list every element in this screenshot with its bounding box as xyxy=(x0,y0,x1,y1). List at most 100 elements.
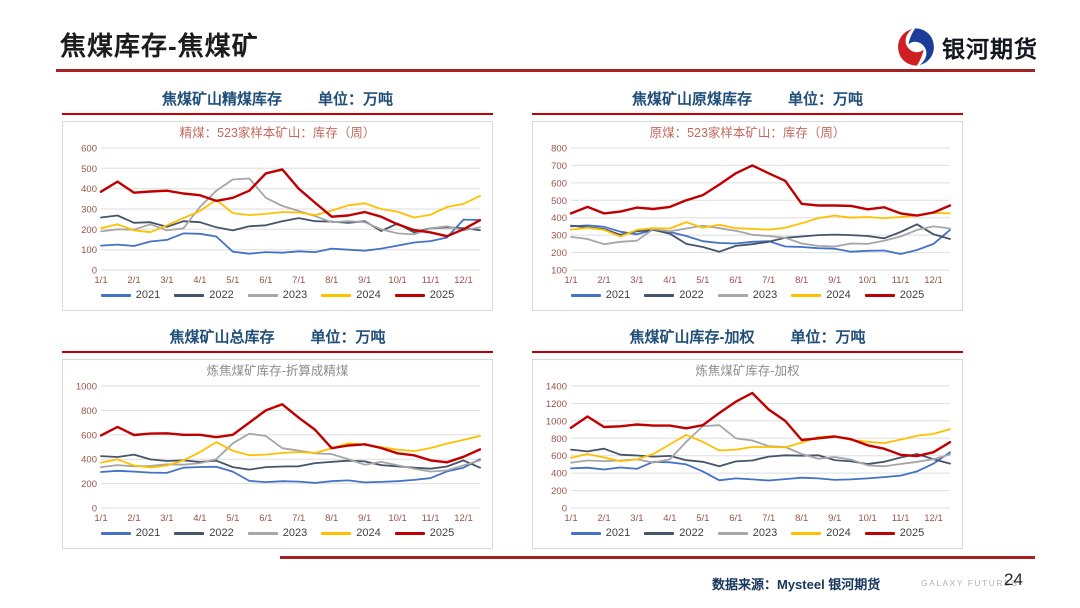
legend-label: 2022 xyxy=(679,527,704,539)
legend-item-2021: 2021 xyxy=(570,527,631,539)
svg-text:7/1: 7/1 xyxy=(292,275,305,286)
svg-text:200: 200 xyxy=(81,479,97,490)
svg-text:8/1: 8/1 xyxy=(795,275,808,286)
legend-swatch xyxy=(644,531,675,535)
svg-text:600: 600 xyxy=(551,451,567,462)
legend-swatch xyxy=(864,531,895,535)
legend-label: 2024 xyxy=(826,289,851,301)
svg-text:11/1: 11/1 xyxy=(422,275,440,286)
chart-panel: 炼焦煤矿库存-折算成精煤 0 200 400 600 800 1000 1/1 2/1 3/1 4… xyxy=(62,359,493,549)
svg-text:9/1: 9/1 xyxy=(358,513,371,524)
legend-label: 2025 xyxy=(899,527,925,539)
page-number: 24 xyxy=(1004,570,1023,589)
svg-text:2/1: 2/1 xyxy=(597,513,610,524)
svg-text:6/1: 6/1 xyxy=(729,513,742,524)
header-divider xyxy=(56,69,1035,72)
svg-text:1200: 1200 xyxy=(546,399,567,410)
logo-text: 银河期货 xyxy=(942,36,1038,62)
legend-item-2021: 2021 xyxy=(100,289,161,301)
svg-text:500: 500 xyxy=(81,164,97,175)
section-title-text: 焦煤矿山精煤库存 xyxy=(161,91,282,108)
svg-text:1400: 1400 xyxy=(546,382,567,393)
chart-section-weighted-inventory: 焦煤矿山库存-加权 单位：万吨 炼焦煤矿库存-加权 0 200 400 600 800 1… xyxy=(532,326,963,549)
legend-swatch xyxy=(570,531,601,535)
chart-section-title: 焦煤矿山总库存 单位：万吨 xyxy=(62,326,493,347)
chart-section-clean-coal: 焦煤矿山精煤库存 单位：万吨 精煤：523家样本矿山：库存（周） 0 100 200… xyxy=(62,88,493,311)
legend-item-2022: 2022 xyxy=(644,527,704,539)
svg-text:500: 500 xyxy=(551,196,567,207)
svg-text:5/1: 5/1 xyxy=(226,275,239,286)
svg-text:6/1: 6/1 xyxy=(259,275,272,286)
chart-inner-title: 精煤：523家样本矿山：库存（周） xyxy=(179,126,376,140)
svg-text:10/1: 10/1 xyxy=(858,275,877,286)
chart-section-title: 焦煤矿山精煤库存 单位：万吨 xyxy=(62,88,493,109)
svg-text:3/1: 3/1 xyxy=(160,275,173,286)
legend-item-2023: 2023 xyxy=(247,527,307,539)
legend-label: 2025 xyxy=(429,527,455,539)
svg-text:6/1: 6/1 xyxy=(729,275,742,286)
legend-label: 2025 xyxy=(899,289,925,301)
chart-inner-title: 炼焦煤矿库存-折算成精煤 xyxy=(206,364,349,378)
legend-item-2022: 2022 xyxy=(174,527,234,539)
svg-text:100: 100 xyxy=(551,266,567,277)
legend-swatch xyxy=(791,531,822,535)
legend-swatch xyxy=(570,293,601,297)
legend-label: 2021 xyxy=(605,527,631,539)
legend-item-2022: 2022 xyxy=(174,289,234,301)
legend-swatch xyxy=(247,293,278,297)
svg-text:4/1: 4/1 xyxy=(193,513,206,524)
legend-label: 2022 xyxy=(209,527,234,539)
legend-swatch xyxy=(321,531,352,535)
line-chart: 100 200 300 400 500 600 700 800 1/1 2/1 3/1 4/1 5/1 6… xyxy=(551,144,952,286)
chart-section-raw-coal: 焦煤矿山原煤库存 单位：万吨 原煤：523家样本矿山：库存（周） 100 200 3… xyxy=(532,88,963,311)
svg-text:200: 200 xyxy=(81,225,97,236)
data-source-text: 数据来源：Mysteel 银河期货 xyxy=(712,577,881,592)
legend-item-2024: 2024 xyxy=(321,289,381,301)
section-unit-label: 单位：万吨 xyxy=(790,329,866,346)
legend-swatch xyxy=(394,531,425,535)
legend-label: 2021 xyxy=(135,289,161,301)
chart-section-title: 焦煤矿山库存-加权 单位：万吨 xyxy=(532,326,963,347)
galaxy-swirl-icon xyxy=(898,28,934,66)
company-logo: 银河期货 xyxy=(897,28,1038,66)
svg-text:10/1: 10/1 xyxy=(858,513,877,524)
svg-text:0: 0 xyxy=(562,504,567,515)
svg-text:10/1: 10/1 xyxy=(388,275,407,286)
svg-text:0: 0 xyxy=(92,266,97,277)
chart-panel: 精煤：523家样本矿山：库存（周） 0 100 200 300 400 500 600 1/1… xyxy=(62,121,493,311)
section-underline xyxy=(62,351,493,353)
legend-label: 2024 xyxy=(826,527,851,539)
legend-swatch xyxy=(717,531,748,535)
svg-text:400: 400 xyxy=(551,469,567,480)
legend-swatch xyxy=(247,531,278,535)
svg-text:0: 0 xyxy=(92,504,97,515)
svg-text:4/1: 4/1 xyxy=(193,275,206,286)
chart-section-title: 焦煤矿山原煤库存 单位：万吨 xyxy=(532,88,963,109)
chart-legend: 2021 2022 2023 2024 2025 xyxy=(67,527,488,539)
svg-text:2/1: 2/1 xyxy=(127,275,140,286)
svg-text:1000: 1000 xyxy=(76,382,97,393)
legend-swatch xyxy=(717,293,748,297)
svg-text:12/1: 12/1 xyxy=(924,513,943,524)
svg-text:400: 400 xyxy=(81,455,97,466)
section-unit-label: 单位：万吨 xyxy=(788,91,864,108)
svg-text:4/1: 4/1 xyxy=(663,513,676,524)
legend-swatch xyxy=(321,293,352,297)
svg-text:3/1: 3/1 xyxy=(160,513,173,524)
svg-text:3/1: 3/1 xyxy=(630,513,643,524)
section-underline xyxy=(532,113,963,115)
svg-text:400: 400 xyxy=(551,213,567,224)
svg-text:12/1: 12/1 xyxy=(924,275,943,286)
legend-item-2023: 2023 xyxy=(717,289,777,301)
svg-text:6/1: 6/1 xyxy=(259,513,272,524)
section-unit-label: 单位：万吨 xyxy=(318,91,394,108)
svg-text:9/1: 9/1 xyxy=(828,275,841,286)
legend-label: 2021 xyxy=(135,527,161,539)
legend-item-2021: 2021 xyxy=(570,289,630,301)
footer-divider xyxy=(280,556,1035,559)
legend-label: 2024 xyxy=(356,289,381,301)
svg-text:3/1: 3/1 xyxy=(630,275,643,286)
chart-inner-title: 原煤：523家样本矿山：库存（周） xyxy=(649,126,846,140)
section-title-text: 焦煤矿山总库存 xyxy=(169,329,275,346)
legend-item-2025: 2025 xyxy=(394,527,455,539)
